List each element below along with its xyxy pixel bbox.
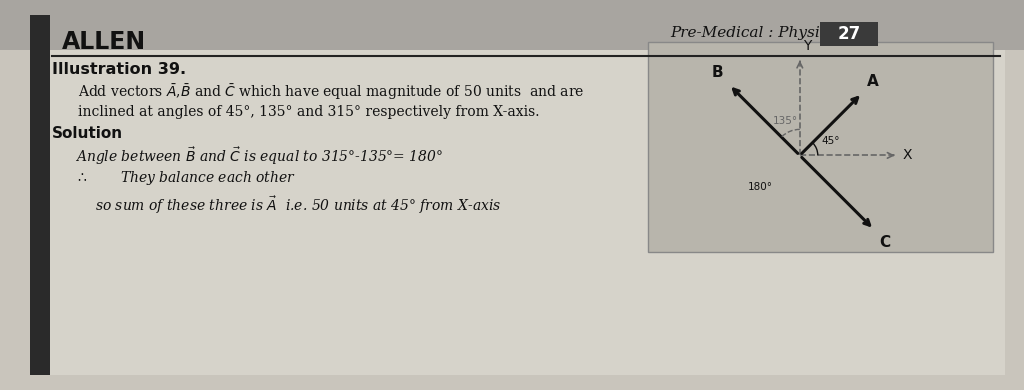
Text: 45°: 45° — [822, 136, 841, 146]
Text: Add vectors $\bar{A}$,$\bar{B}$ and $\bar{C}$ which have equal magnitude of 50 u: Add vectors $\bar{A}$,$\bar{B}$ and $\ba… — [78, 82, 585, 102]
Text: 27: 27 — [838, 25, 860, 43]
Text: B: B — [712, 65, 723, 80]
Text: 135°: 135° — [773, 116, 799, 126]
Text: Angle between $\vec{B}$ and $\vec{C}$ is equal to 315°-135°= 180°: Angle between $\vec{B}$ and $\vec{C}$ is… — [75, 145, 443, 167]
Text: Solution: Solution — [52, 126, 123, 142]
Text: Y: Y — [803, 39, 811, 53]
Text: C: C — [879, 235, 890, 250]
Bar — [820, 22, 878, 46]
Text: ALLEN: ALLEN — [62, 30, 146, 54]
Text: 180°: 180° — [748, 183, 773, 192]
Text: X: X — [903, 149, 912, 162]
Text: Pre-Medical : Physics: Pre-Medical : Physics — [670, 26, 837, 40]
Text: Illustration 39.: Illustration 39. — [52, 62, 186, 78]
Bar — [648, 42, 993, 252]
Text: inclined at angles of 45°, 135° and 315° respectively from X-axis.: inclined at angles of 45°, 135° and 315°… — [78, 105, 540, 119]
Text: so sum of these three is $\vec{A}$  i.e. 50 units at 45° from X-axis: so sum of these three is $\vec{A}$ i.e. … — [95, 194, 501, 216]
Bar — [30, 15, 50, 375]
Text: A: A — [867, 74, 879, 89]
Bar — [0, 0, 1024, 50]
Text: $\therefore$       They balance each other: $\therefore$ They balance each other — [75, 169, 296, 187]
